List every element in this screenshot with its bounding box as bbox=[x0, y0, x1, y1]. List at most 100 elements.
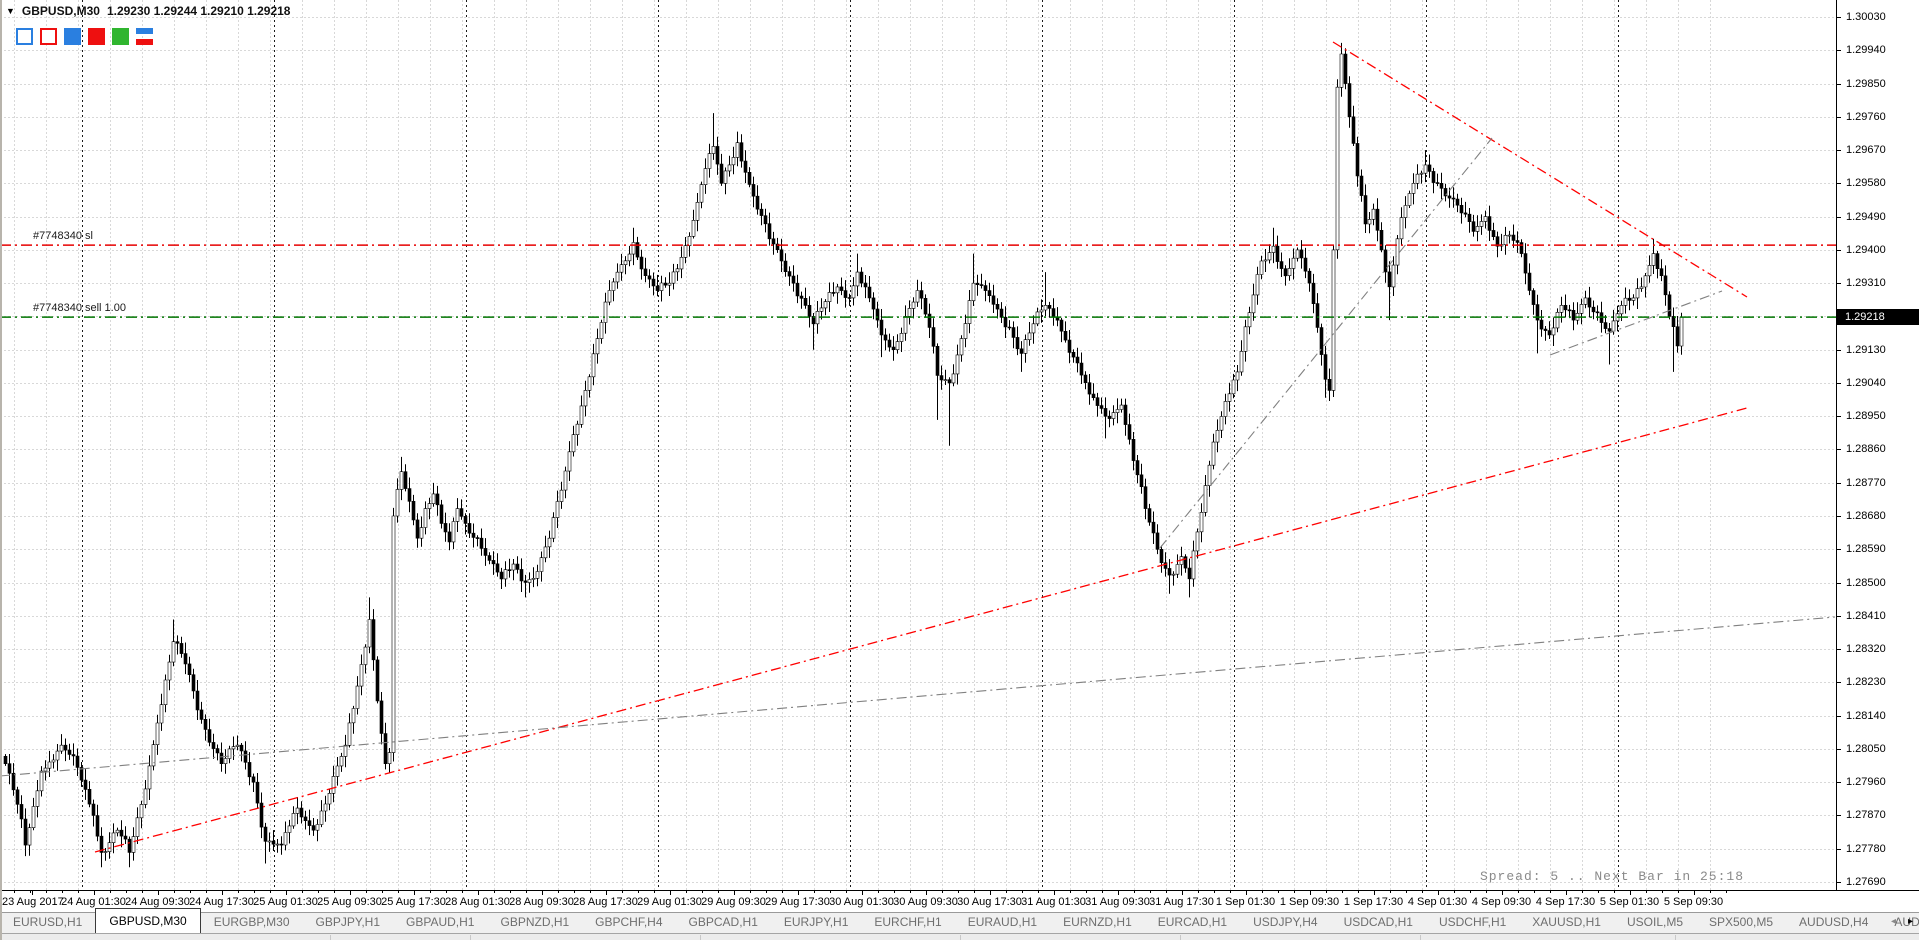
price-axis-tick bbox=[1837, 449, 1841, 450]
time-axis-minor-tick bbox=[1454, 891, 1455, 893]
chart-tab-gbpaud-h1[interactable]: GBPAUD,H1 bbox=[406, 915, 475, 929]
hollow-red-square-icon[interactable] bbox=[40, 28, 57, 45]
chart-tab-audnzd-h1[interactable]: AUDNZD,H1 bbox=[1894, 915, 1919, 929]
time-axis-minor-tick bbox=[494, 891, 495, 893]
chart-tab-gbpusd-m30[interactable]: GBPUSD,M30 bbox=[95, 908, 201, 933]
chart-tab-gbpjpy-h1[interactable]: GBPJPY,H1 bbox=[315, 915, 381, 929]
price-axis-tick bbox=[1837, 716, 1841, 717]
chart-tab-usdjpy-h4[interactable]: USDJPY,H4 bbox=[1253, 915, 1318, 929]
chart-tabbar: EURUSD,H1 GBPUSD,M30 EURGBP,M30 GBPJPY,H1 GB… bbox=[0, 908, 1919, 933]
price-axis-tick bbox=[1837, 84, 1841, 85]
price-axis-tick bbox=[1837, 483, 1841, 484]
price-axis-label: 1.29490 bbox=[1846, 211, 1886, 223]
time-axis-major-tick bbox=[606, 891, 607, 895]
price-axis-label: 1.29310 bbox=[1846, 277, 1886, 289]
time-axis-minor-tick bbox=[1390, 891, 1391, 893]
time-axis-minor-tick bbox=[1150, 891, 1151, 893]
solid-green-square-icon[interactable] bbox=[112, 28, 129, 45]
time-axis-major-tick bbox=[926, 891, 927, 895]
time-axis-minor-tick bbox=[1710, 891, 1711, 893]
chart-tab-audusd-h4[interactable]: AUDUSD,H4 bbox=[1799, 915, 1869, 929]
time-axis-minor-tick bbox=[1342, 891, 1343, 893]
time-axis-minor-tick bbox=[430, 891, 431, 893]
time-axis-minor-tick bbox=[1326, 891, 1327, 893]
time-axis-minor-tick bbox=[638, 891, 639, 893]
price-axis-label: 1.28320 bbox=[1846, 643, 1886, 655]
time-axis-minor-tick bbox=[1518, 891, 1519, 893]
time-axis-minor-tick bbox=[126, 891, 127, 893]
symbol-label: GBPUSD,M30 bbox=[21, 4, 100, 18]
chart-tab-eurchf-h1[interactable]: EURCHF,H1 bbox=[874, 915, 942, 929]
chart-tab-eurusd-h1[interactable]: EURUSD,H1 bbox=[13, 915, 83, 929]
solid-red-square-icon[interactable] bbox=[88, 28, 105, 45]
panel-divider bbox=[470, 935, 471, 940]
time-axis-label: 25 Aug 17:30 bbox=[381, 896, 446, 908]
time-axis-label: 28 Aug 09:30 bbox=[509, 896, 574, 908]
time-axis-minor-tick bbox=[206, 891, 207, 893]
chart-tab-usoil-m5[interactable]: USOIL,M5 bbox=[1626, 915, 1683, 929]
time-axis-minor-tick bbox=[366, 891, 367, 893]
price-axis-tick bbox=[1837, 150, 1841, 151]
time-axis-minor-tick bbox=[1486, 891, 1487, 893]
time-axis-major-tick bbox=[1438, 891, 1439, 895]
time-axis-major-tick bbox=[414, 891, 415, 895]
time-axis[interactable]: 23 Aug 2017 24 Aug 01:30 24 Aug 09:30 24 Au… bbox=[0, 890, 1919, 912]
tab-scroll-left-icon[interactable]: ◂ bbox=[1890, 916, 1896, 927]
time-axis-major-tick bbox=[222, 891, 223, 895]
time-axis-major-tick bbox=[1374, 891, 1375, 895]
time-axis-minor-tick bbox=[1582, 891, 1583, 893]
hollow-blue-square-icon[interactable] bbox=[16, 28, 33, 45]
chart-tab-euraud-h1[interactable]: EURAUD,H1 bbox=[967, 915, 1038, 929]
chart-area[interactable]: ▼ GBPUSD,M30 1.29230 1.29244 1.29210 1.2… bbox=[0, 0, 1836, 890]
time-axis-label: 29 Aug 09:30 bbox=[701, 896, 766, 908]
order-line-label[interactable]: #7748340 sl bbox=[33, 230, 93, 243]
time-axis-minor-tick bbox=[1662, 891, 1663, 893]
chart-caret-icon[interactable]: ▼ bbox=[6, 6, 15, 16]
time-axis-label: 24 Aug 17:30 bbox=[189, 896, 254, 908]
chart-tab-eurnzd-h1[interactable]: EURNZD,H1 bbox=[1063, 915, 1132, 929]
time-axis-minor-tick bbox=[702, 891, 703, 893]
time-axis-minor-tick bbox=[110, 891, 111, 893]
time-axis-minor-tick bbox=[1422, 891, 1423, 893]
price-axis-tick bbox=[1837, 749, 1841, 750]
price-axis-label: 1.28410 bbox=[1846, 610, 1886, 622]
time-axis-major-tick bbox=[158, 891, 159, 895]
time-axis-minor-tick bbox=[974, 891, 975, 893]
spread-bars-icon[interactable] bbox=[136, 28, 153, 45]
chart-tab-usdchf-h1[interactable]: USDCHF,H1 bbox=[1438, 915, 1507, 929]
chart-tab-xauusd-h1[interactable]: XAUUSD,H1 bbox=[1532, 915, 1601, 929]
panel-divider bbox=[330, 935, 331, 940]
time-axis-minor-tick bbox=[574, 891, 575, 893]
price-axis-label: 1.29400 bbox=[1846, 244, 1886, 256]
window-left-border bbox=[0, 0, 2, 940]
time-axis-minor-tick bbox=[238, 891, 239, 893]
time-axis-minor-tick bbox=[1006, 891, 1007, 893]
time-axis-minor-tick bbox=[894, 891, 895, 893]
price-axis-tick bbox=[1837, 583, 1841, 584]
chart-tab-eurjpy-h1[interactable]: EURJPY,H1 bbox=[783, 915, 849, 929]
chart-tab-spx500-m5[interactable]: SPX500,M5 bbox=[1709, 915, 1774, 929]
time-axis-minor-tick bbox=[14, 891, 15, 893]
time-axis-label: 1 Sep 09:30 bbox=[1279, 896, 1340, 908]
chart-tab-gbpnzd-h1[interactable]: GBPNZD,H1 bbox=[500, 915, 570, 929]
chart-tab-gbpcad-h1[interactable]: GBPCAD,H1 bbox=[688, 915, 758, 929]
time-axis-minor-tick bbox=[958, 891, 959, 893]
order-line-label[interactable]: #7748340 sell 1.00 bbox=[33, 302, 126, 315]
price-axis-label: 1.28680 bbox=[1846, 510, 1886, 522]
time-axis-minor-tick bbox=[1678, 891, 1679, 893]
price-axis[interactable]: 1.30030 1.29940 1.29850 1.29760 1.29670 1.295… bbox=[1836, 0, 1919, 890]
chart-canvas[interactable] bbox=[0, 0, 1836, 890]
chart-tab-eurcad-h1[interactable]: EURCAD,H1 bbox=[1157, 915, 1228, 929]
price-axis-tick bbox=[1837, 283, 1841, 284]
chart-tab-usdcad-h1[interactable]: USDCAD,H1 bbox=[1343, 915, 1413, 929]
chart-tab-gbpchf-h4[interactable]: GBPCHF,H4 bbox=[595, 915, 663, 929]
price-axis-tick bbox=[1837, 383, 1841, 384]
solid-blue-square-icon[interactable] bbox=[64, 28, 81, 45]
time-axis-minor-tick bbox=[1022, 891, 1023, 893]
price-axis-label: 1.29580 bbox=[1846, 177, 1886, 189]
tab-scroll-right-icon[interactable]: ▸ bbox=[1907, 916, 1913, 927]
time-axis-label: 4 Sep 17:30 bbox=[1535, 896, 1596, 908]
object-color-toolbar bbox=[16, 28, 153, 45]
time-axis-major-tick bbox=[1054, 891, 1055, 895]
chart-tab-eurgbp-m30[interactable]: EURGBP,M30 bbox=[213, 915, 290, 929]
